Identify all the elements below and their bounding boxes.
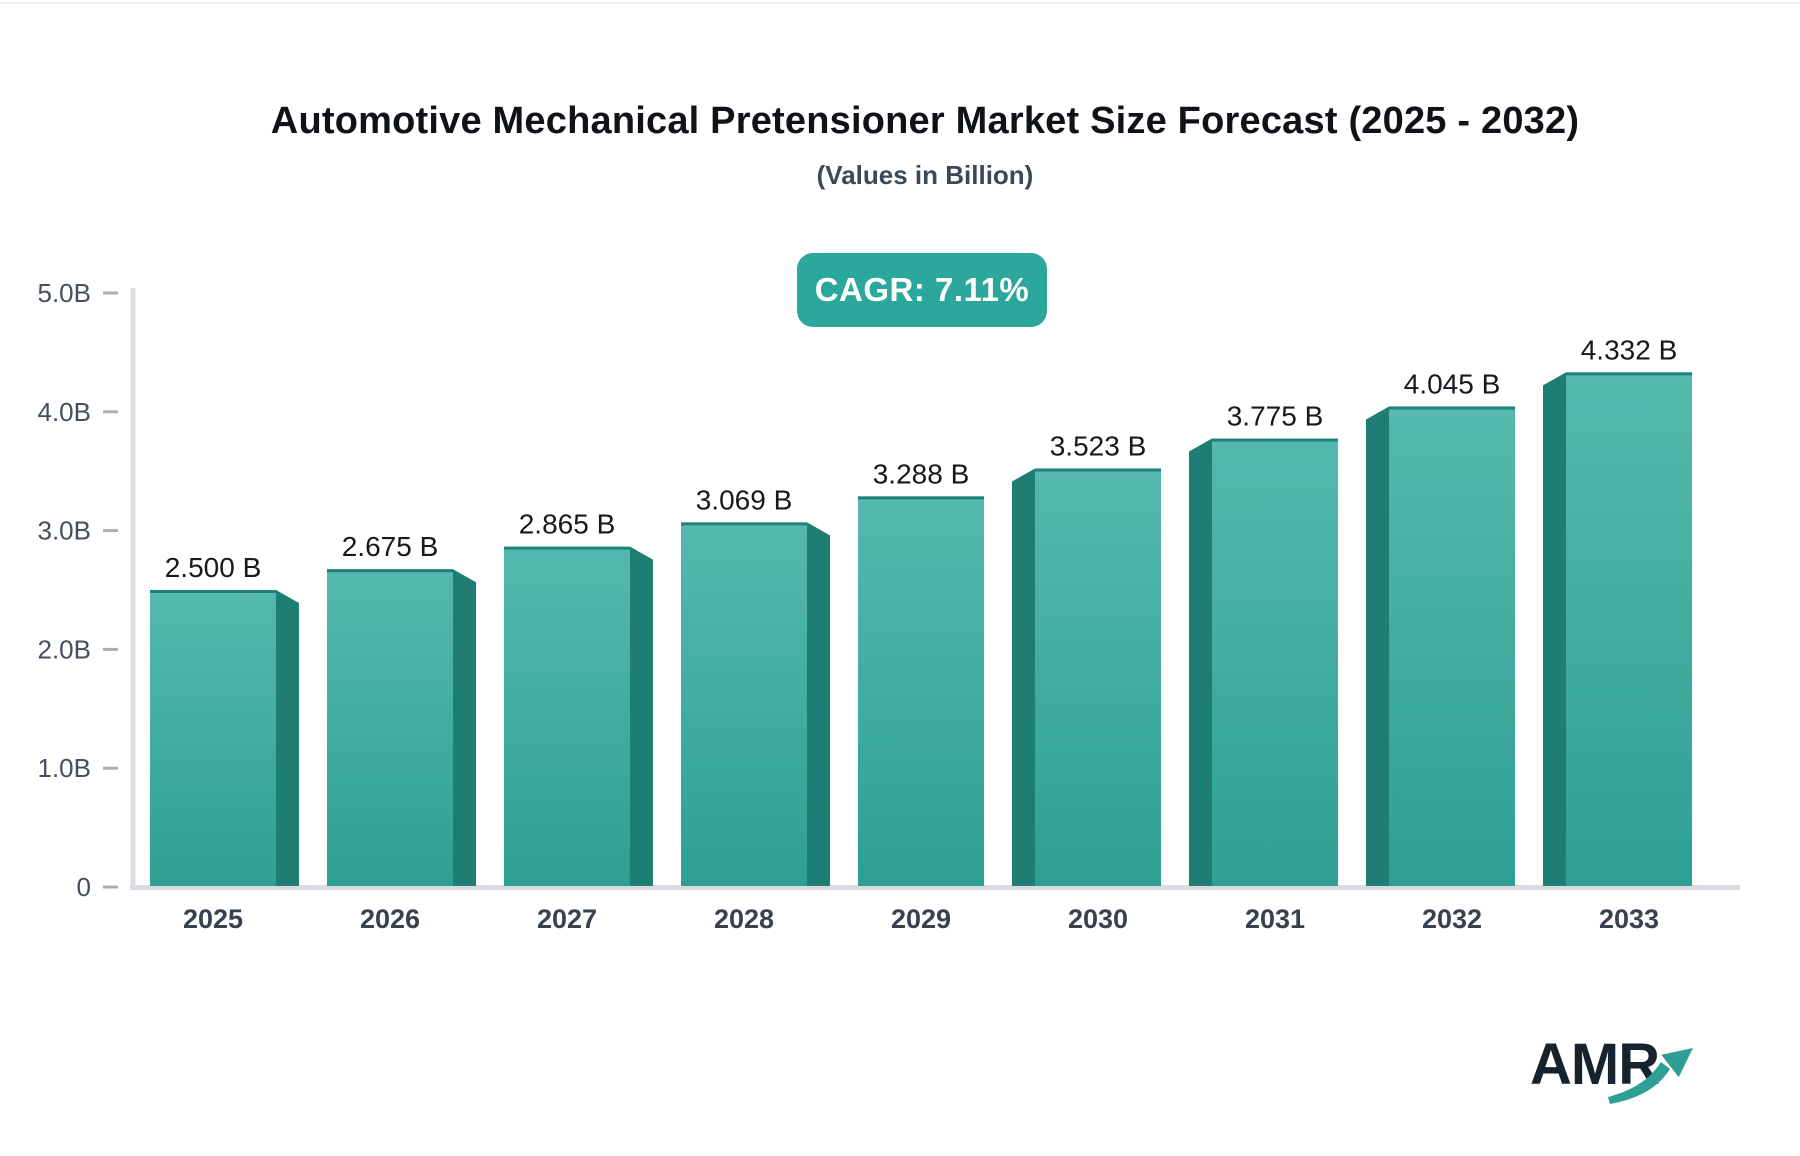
bar-value-label: 3.523 B (1050, 430, 1147, 461)
x-axis-label: 2033 (1599, 904, 1659, 934)
bar-value-label: 3.069 B (696, 484, 793, 515)
chart-subtitle: (Values in Billion) (816, 160, 1034, 190)
bar-2027[interactable] (504, 546, 630, 886)
bar-value-label: 2.865 B (519, 509, 616, 540)
y-tick-label: 4.0B (38, 397, 92, 427)
bar-value-label: 4.045 B (1404, 368, 1501, 399)
bar-top-edge (858, 496, 984, 500)
bar-top-edge (150, 590, 276, 593)
bar-top-edge (504, 546, 630, 550)
bars-layer: 2.500 B 2.675 B 2.865 B 3.069 B 3.288 B 3.523… (150, 334, 1692, 886)
amr-logo: AMR (1530, 1036, 1750, 1126)
bar-top-edge (1035, 468, 1161, 472)
bar-side-face (1189, 438, 1212, 886)
y-tick-label: 3.0B (38, 516, 92, 546)
bar-2029[interactable] (858, 496, 984, 886)
bar-value-label: 3.775 B (1227, 401, 1324, 432)
bar-side-face (630, 546, 653, 886)
cagr-badge: CAGR: 7.11% (797, 253, 1047, 327)
bar-2033[interactable] (1566, 372, 1692, 886)
bar-2025[interactable] (150, 590, 276, 886)
y-tick-label: 0 (77, 872, 91, 902)
x-axis-label: 2029 (891, 904, 951, 934)
bar-top-edge (1389, 406, 1515, 410)
bar-2032[interactable] (1389, 406, 1515, 886)
y-tick-label: 5.0B (38, 278, 92, 308)
bar-value-label: 4.332 B (1581, 334, 1678, 365)
bar-top-edge (1212, 438, 1338, 442)
x-axis-label: 2026 (360, 904, 420, 934)
bar-2031[interactable] (1212, 438, 1338, 886)
bar-2026[interactable] (327, 569, 453, 886)
x-axis-label: 2032 (1422, 904, 1482, 934)
bar-side-face (276, 590, 299, 886)
growth-arrow-icon (1608, 1048, 1693, 1104)
bar-side-face (807, 522, 830, 886)
bar-top-edge (681, 522, 807, 526)
x-axis-label: 2031 (1245, 904, 1305, 934)
card-top-border (0, 2, 1800, 4)
y-axis: 0 1.0B 2.0B 3.0B 4.0B 5.0B (38, 278, 118, 902)
y-tick-label: 1.0B (38, 753, 92, 783)
bar-value-label: 2.675 B (342, 531, 439, 562)
bar-top-edge (1566, 372, 1692, 376)
bar-top-edge (327, 569, 453, 573)
bar-side-face (1012, 468, 1035, 886)
bar-side-face (453, 569, 476, 886)
bar-2030[interactable] (1035, 468, 1161, 886)
x-axis: 2025 2026 2027 2028 2029 2030 2031 2032 2033 (183, 904, 1659, 934)
chart-title: Automotive Mechanical Pretensioner Marke… (270, 100, 1580, 142)
bar-value-label: 2.500 B (165, 552, 262, 583)
x-axis-label: 2028 (714, 904, 774, 934)
y-tick-label: 2.0B (38, 634, 92, 664)
x-axis-label: 2025 (183, 904, 243, 934)
bar-side-face (1366, 406, 1389, 886)
x-axis-label: 2030 (1068, 904, 1128, 934)
amr-logo-text: AMR (1530, 1032, 1660, 1097)
chart-header: Automotive Mechanical Pretensioner Marke… (25, 102, 1800, 188)
bar-value-label: 3.288 B (873, 458, 970, 489)
bar-side-face (1543, 372, 1566, 886)
bar-2028[interactable] (681, 522, 807, 886)
x-axis-label: 2027 (537, 904, 597, 934)
